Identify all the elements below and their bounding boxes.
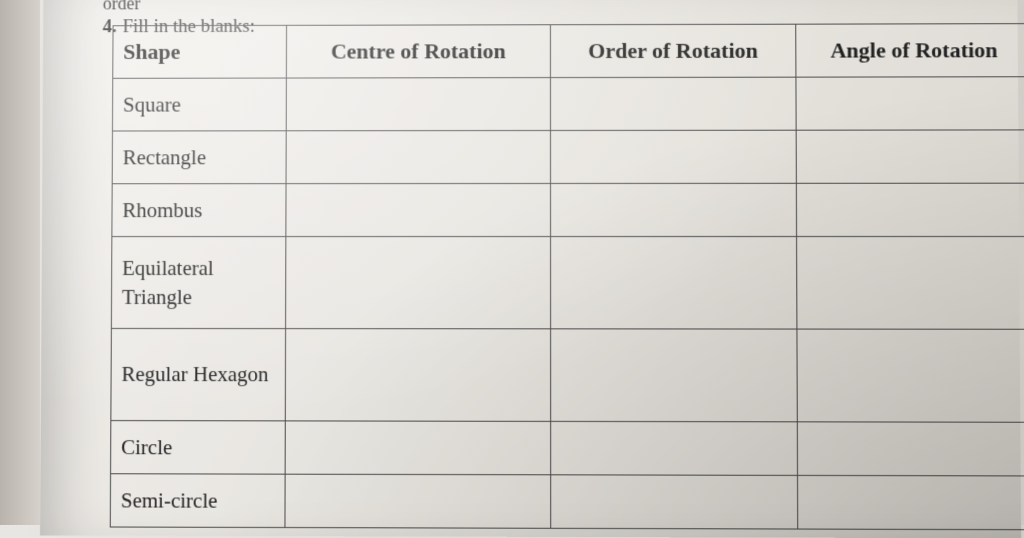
cell-shape: Equilateral Triangle [111, 237, 285, 329]
cell-centre [285, 421, 551, 475]
cell-shape: Rhombus [112, 184, 286, 237]
cell-shape: Regular Hexagon [111, 328, 286, 420]
cell-angle [796, 183, 1024, 236]
table-row: Equilateral Triangle [111, 236, 1024, 329]
cell-angle [797, 236, 1024, 329]
cell-angle [797, 329, 1024, 422]
cell-centre [286, 78, 550, 131]
cell-order [550, 130, 796, 183]
cell-order [551, 329, 798, 422]
table-header-row: Shape Centre of Rotation Order of Rotati… [113, 24, 1024, 79]
prev-line-fragment: order [103, 0, 255, 14]
cell-order [551, 475, 798, 529]
header-centre: Centre of Rotation [286, 25, 550, 78]
table-row: Semi-circle [110, 474, 1024, 530]
cell-order [551, 421, 798, 475]
cell-centre [285, 474, 551, 528]
cell-angle [797, 422, 1024, 476]
table-row: Square [112, 77, 1024, 131]
cell-shape: Circle [111, 421, 286, 475]
cell-angle [796, 130, 1024, 183]
cell-order [551, 237, 797, 330]
cell-shape: Rectangle [112, 131, 286, 184]
cell-centre [286, 183, 551, 236]
cell-order [551, 183, 797, 236]
cell-shape: Semi-circle [110, 474, 285, 528]
cell-angle [798, 475, 1024, 529]
page-inner: order 4.Fill in the blanks: Shape Centre… [40, 0, 1021, 538]
table-row: Circle [111, 421, 1024, 476]
cell-shape: Square [112, 78, 286, 131]
header-order: Order of Rotation [550, 24, 795, 77]
cell-angle [796, 77, 1024, 130]
table-row: Rhombus [112, 183, 1024, 236]
cell-centre [285, 329, 550, 422]
header-shape: Shape [113, 25, 287, 78]
cell-centre [286, 237, 551, 329]
scanned-page: order 4.Fill in the blanks: Shape Centre… [0, 0, 1024, 528]
header-angle: Angle of Rotation [796, 24, 1024, 78]
table-row: Rectangle [112, 130, 1024, 184]
cell-centre [286, 130, 550, 183]
rotation-table: Shape Centre of Rotation Order of Rotati… [110, 23, 1024, 530]
table-row: Regular Hexagon [111, 328, 1024, 422]
cell-order [550, 77, 796, 130]
